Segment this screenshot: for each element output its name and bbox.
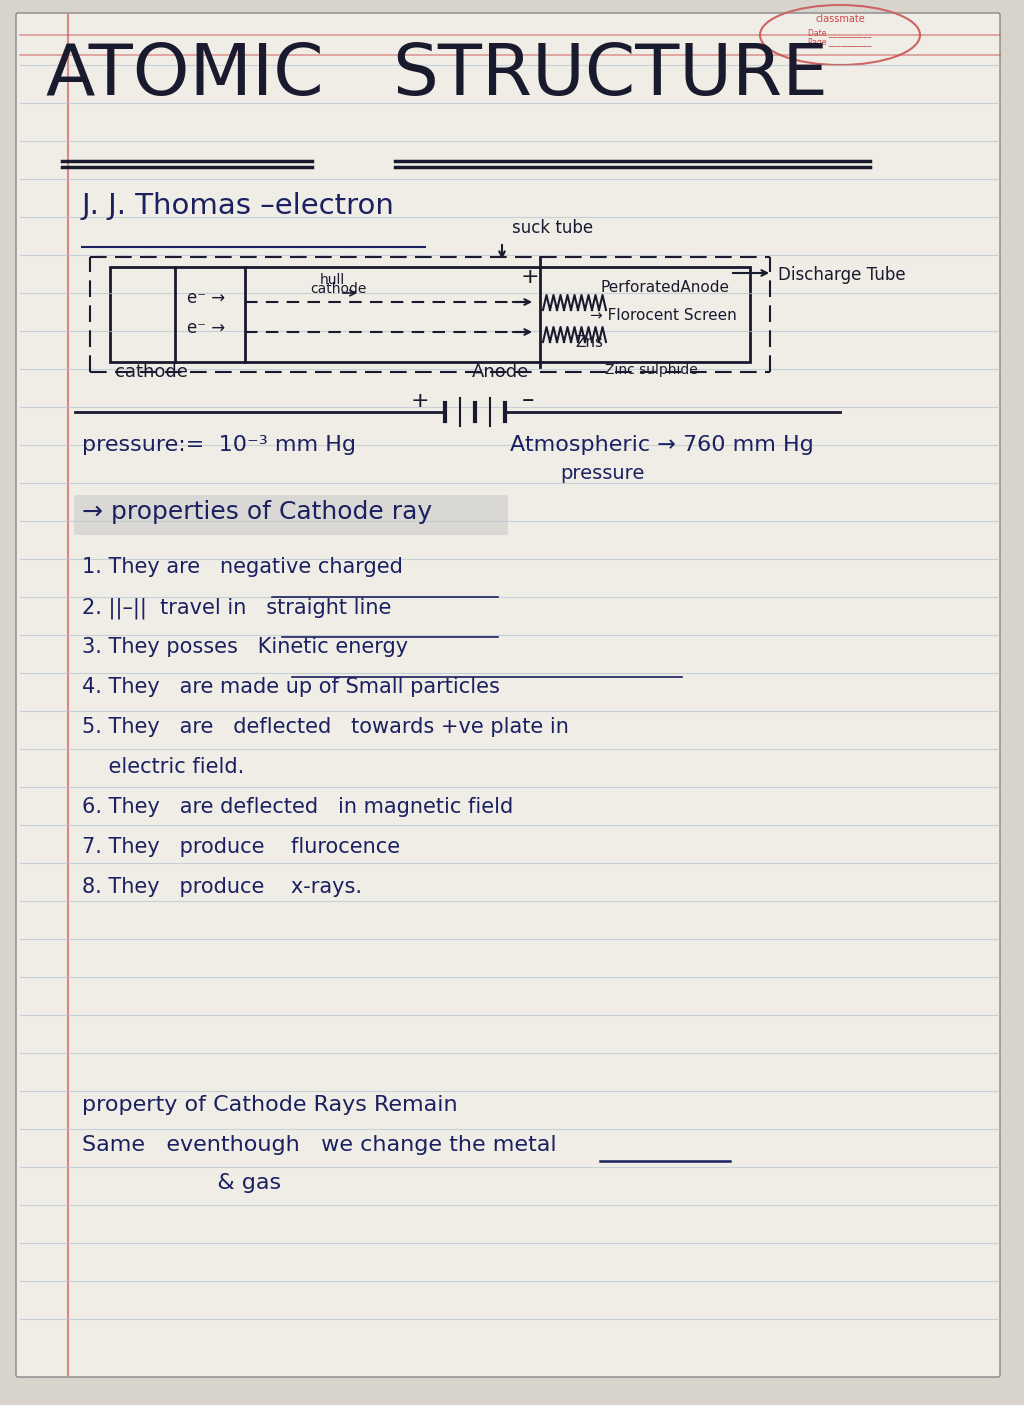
Text: classmate: classmate	[815, 14, 865, 24]
Text: hull: hull	[319, 273, 345, 287]
Text: J. J. Thomas –electron: J. J. Thomas –electron	[82, 192, 395, 221]
Text: +: +	[520, 267, 540, 287]
Bar	[110, 267, 750, 362]
Text: Zinc sulphide: Zinc sulphide	[605, 362, 697, 377]
Text: → Florocent Screen: → Florocent Screen	[590, 308, 736, 323]
Text: Page ___________: Page ___________	[808, 38, 871, 46]
Text: pressure:=  10⁻³ mm Hg: pressure:= 10⁻³ mm Hg	[82, 436, 356, 455]
Text: → properties of Cathode ray: → properties of Cathode ray	[82, 500, 432, 524]
FancyBboxPatch shape	[16, 13, 1000, 1377]
Text: 2. ||–||  travel in   straight line: 2. ||–|| travel in straight line	[82, 597, 391, 618]
Text: 6. They   are deflected   in magnetic field: 6. They are deflected in magnetic field	[82, 797, 513, 816]
Text: pressure: pressure	[560, 464, 644, 483]
Text: 5. They   are   deflected   towards +ve plate in: 5. They are deflected towards +ve plate …	[82, 717, 569, 738]
Text: Zns: Zns	[575, 334, 603, 350]
Text: electric field.: electric field.	[82, 757, 245, 777]
Text: e⁻ →: e⁻ →	[186, 289, 225, 308]
Text: Anode: Anode	[472, 362, 529, 381]
Text: 7. They   produce    flurocence: 7. They produce flurocence	[82, 837, 400, 857]
Text: Date ___________: Date ___________	[808, 28, 871, 37]
Text: cathode: cathode	[115, 362, 187, 381]
Text: Same   eventhough   we change the metal: Same eventhough we change the metal	[82, 1135, 557, 1155]
Text: cathode: cathode	[310, 282, 367, 296]
Text: 3. They posses   Kinetic energy: 3. They posses Kinetic energy	[82, 636, 409, 658]
Text: property of Cathode Rays Remain: property of Cathode Rays Remain	[82, 1094, 458, 1116]
Text: 4. They   are made up of Small particles: 4. They are made up of Small particles	[82, 677, 500, 697]
Text: 1. They are   negative charged: 1. They are negative charged	[82, 556, 402, 577]
Text: PerforatedAnode: PerforatedAnode	[600, 280, 729, 295]
Text: +: +	[411, 391, 429, 412]
Text: Atmospheric → 760 mm Hg: Atmospheric → 760 mm Hg	[510, 436, 814, 455]
Text: e⁻ →: e⁻ →	[186, 319, 225, 337]
Text: ATOMIC: ATOMIC	[46, 41, 325, 110]
Text: STRUCTURE: STRUCTURE	[392, 41, 828, 110]
Text: –: –	[522, 388, 535, 412]
Text: 8. They   produce    x-rays.: 8. They produce x-rays.	[82, 877, 362, 896]
Text: Discharge Tube: Discharge Tube	[778, 266, 905, 284]
FancyBboxPatch shape	[74, 495, 508, 535]
Text: & gas: & gas	[82, 1173, 282, 1193]
Text: suck tube: suck tube	[512, 219, 593, 237]
